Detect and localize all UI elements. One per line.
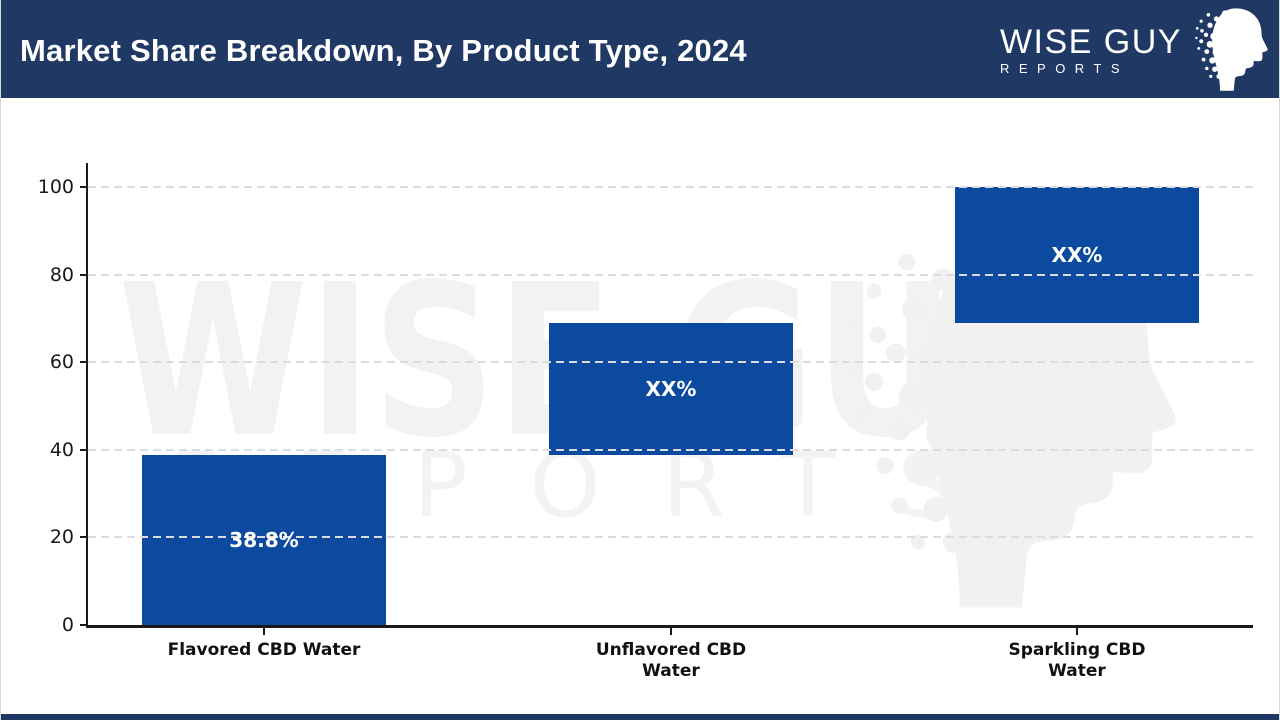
category-label: Sparkling CBD Water (917, 640, 1237, 682)
brand-logo-text: WISE GUY REPORTS (1000, 24, 1182, 77)
x-tick-mark (670, 627, 672, 635)
x-axis-spine (86, 625, 1253, 628)
x-tick-mark (1076, 627, 1078, 635)
gridline-y-60 (88, 361, 1253, 364)
gridline-y-100 (88, 186, 1253, 188)
bar-1 (142, 455, 386, 625)
x-tick-mark (263, 627, 265, 635)
bar-2 (549, 322, 793, 456)
footer-accent-bar (0, 714, 1280, 720)
bar-value-label: XX% (1051, 242, 1103, 267)
category-label-line: Water (642, 661, 700, 681)
y-tick-label: 80 (49, 263, 74, 286)
category-label-line: Sparkling CBD (1008, 640, 1146, 660)
y-tick-label: 20 (49, 526, 74, 549)
y-tick-label: 60 (49, 351, 74, 374)
y-tick-mark (80, 624, 88, 626)
brand-subtitle: REPORTS (999, 61, 1130, 76)
category-label-line: Unflavored CBD (595, 640, 747, 660)
bar-3 (955, 187, 1199, 323)
brand-face-icon (1195, 8, 1268, 91)
brand-name: WISE GUY (999, 23, 1182, 61)
category-label: Flavored CBD Water (104, 640, 424, 661)
y-tick-label: 100 (37, 176, 74, 198)
brand-logo: WISE GUY REPORTS (1000, 0, 1274, 98)
y-tick-mark (80, 273, 88, 276)
chart-title: Market Share Breakdown, By Product Type,… (20, 33, 747, 68)
gridline-y-80 (88, 273, 1253, 276)
y-tick-mark (80, 536, 88, 539)
y-tick-label: 0 (61, 614, 74, 636)
y-tick-label: 40 (49, 438, 74, 461)
gridline-y-40 (88, 448, 1253, 451)
y-tick-mark (80, 186, 88, 188)
category-label-line: Flavored CBD Water (167, 640, 361, 660)
category-label: Unflavored CBD Water (511, 640, 831, 682)
y-tick-mark (80, 448, 88, 451)
watermark-face-icon (846, 232, 1176, 608)
category-label-line: Water (1048, 661, 1106, 681)
y-axis-spine (86, 163, 88, 627)
header-bar: Market Share Breakdown, By Product Type,… (0, 0, 1280, 98)
bar-value-label: 38.8% (229, 528, 299, 553)
gridline-y-20 (88, 536, 1253, 539)
bar-value-label: XX% (645, 376, 697, 401)
y-tick-mark (80, 361, 88, 364)
